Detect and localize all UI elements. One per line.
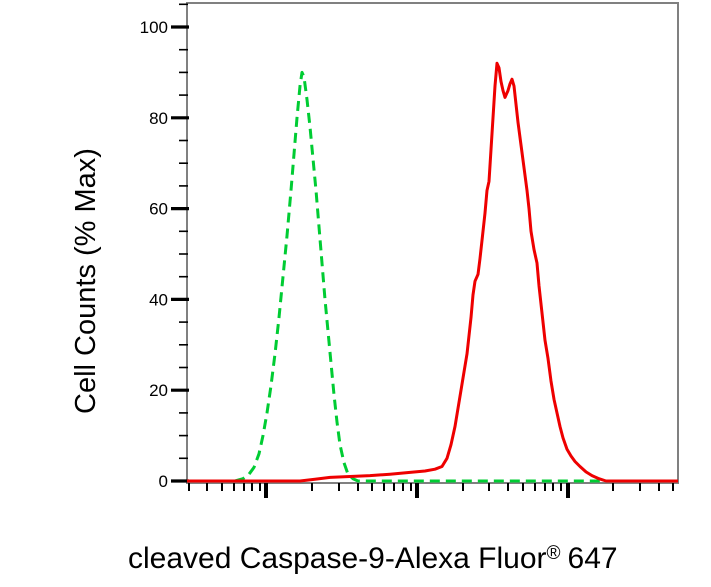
x-axis-title-text: cleaved Caspase-9-Alexa Fluor: [128, 542, 547, 575]
x-axis-title: cleaved Caspase-9-Alexa Fluor® 647: [128, 542, 618, 576]
red-solid-curve: [187, 61, 678, 483]
y-axis-minor-ticks: [179, 3, 188, 460]
y-tick-label: 100: [140, 18, 168, 37]
x-axis-title-number: 647: [567, 542, 618, 575]
x-axis-major-ticks: [264, 483, 570, 498]
y-axis-title: Cell Counts (% Max): [70, 148, 102, 414]
y-tick-label: 0: [159, 472, 168, 491]
y-tick-label: 20: [149, 381, 168, 400]
registered-trademark-symbol: ®: [546, 543, 561, 564]
y-tick-label: 40: [149, 290, 168, 309]
x-axis-minor-ticks: [188, 483, 674, 491]
y-tick-label: 80: [149, 109, 168, 128]
y-axis-major-ticks: 0 20 40 60 80 100: [140, 18, 189, 491]
y-tick-label: 60: [149, 200, 168, 219]
green-dashed-curve: [187, 70, 678, 483]
plot-frame: [186, 2, 679, 484]
